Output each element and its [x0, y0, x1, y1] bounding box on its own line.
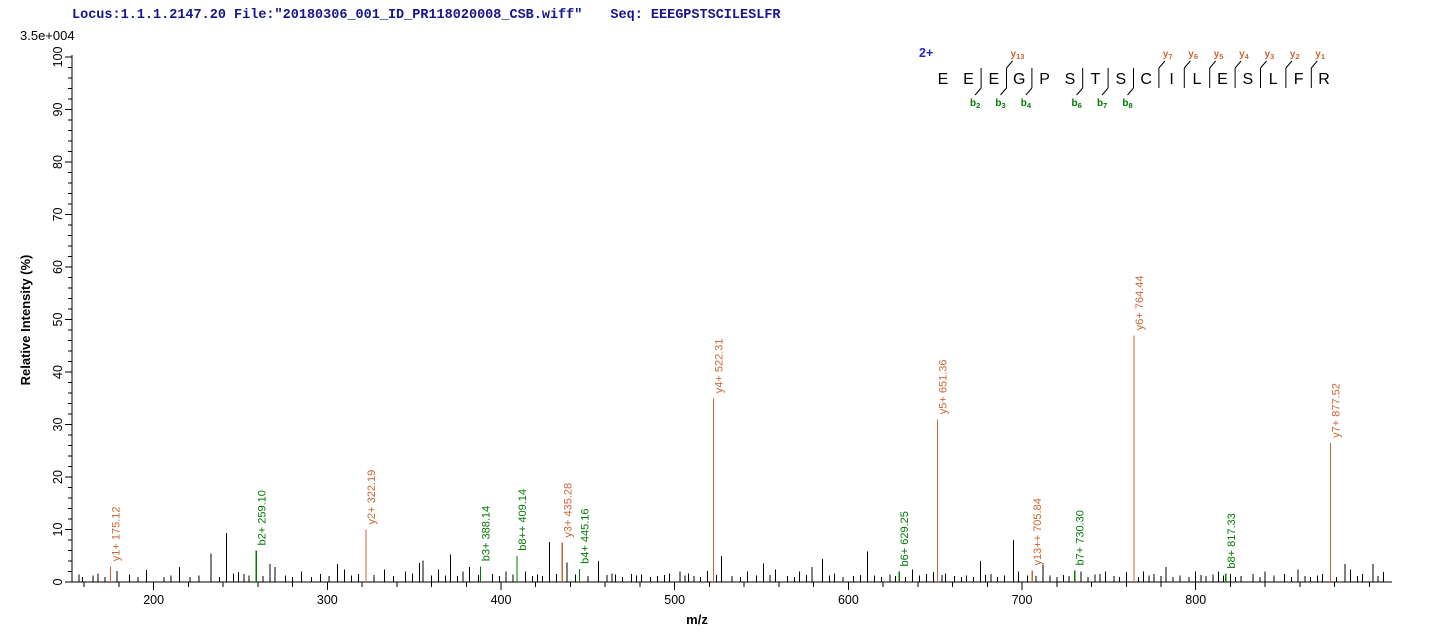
fragment-label-b6+: b6+ 629.25: [899, 511, 911, 566]
ion-tag-b2: b2: [970, 98, 980, 110]
fragment-label-b4+: b4+ 445.16: [579, 509, 591, 564]
header: Locus:1.1.1.2147.20 File:"20180306_001_I…: [72, 8, 781, 23]
fragment-label-b2+: b2+ 259.10: [256, 490, 268, 545]
fragment-label-y13++: y13++ 705.84: [1032, 498, 1044, 565]
cut-mark: [1006, 60, 1013, 69]
y-tick-label: 20: [51, 470, 65, 484]
cut-mark: [1076, 87, 1084, 96]
fragment-label-b8++: b8++ 409.14: [517, 489, 529, 551]
ion-tag-b4: b4: [1021, 98, 1032, 110]
residue-15-F: F: [1294, 71, 1304, 88]
x-tick-label: 800: [1185, 593, 1206, 607]
fragment-peaks: [109, 335, 1331, 582]
axes: 0 10 20 30 40 50 60 70 80 90 100 200 300 400 500 600 700…: [51, 47, 1392, 607]
residue-16-R: R: [1318, 71, 1330, 88]
y-tick-label: 100: [51, 47, 65, 68]
precursor-charge-label: 2+: [919, 46, 933, 60]
residue-13-S: S: [1242, 71, 1253, 88]
ion-tag-b8: b8: [1122, 98, 1132, 110]
residue-11-L: L: [1193, 71, 1202, 88]
cut-mark: [1183, 60, 1191, 69]
locus-file-text: Locus:1.1.1.2147.20 File:"20180306_001_I…: [72, 8, 583, 23]
ion-tag-y4: y4: [1239, 49, 1250, 61]
fragment-peak-labels: y1+ 175.12 b2+ 259.10 y2+ 322.19 b3+ 388.14…: [110, 276, 1342, 569]
ion-tag-y2: y2: [1290, 49, 1300, 61]
residue-2-E: E: [963, 71, 974, 88]
cut-mark: [1158, 60, 1166, 69]
fragment-label-y4+: y4+ 522.31: [713, 339, 725, 394]
noise-peaks: [78, 533, 1384, 582]
ion-tag-y3: y3: [1265, 49, 1275, 61]
cut-mark: [1310, 60, 1318, 69]
residue-3-E: E: [988, 71, 999, 88]
fragment-label-y1+: y1+ 175.12: [110, 507, 122, 562]
intensity-scale-label: 3.5e+004: [20, 28, 75, 43]
cut-mark: [1285, 60, 1293, 69]
ion-tag-y1: y1: [1315, 49, 1325, 61]
y-tick-label: 90: [51, 103, 65, 117]
residue-4-G: G: [1013, 71, 1025, 88]
x-axis-title: m/z: [686, 612, 708, 627]
ion-tag-y7: y7: [1163, 49, 1173, 61]
cut-mark: [1000, 87, 1007, 96]
y-tick-label: 70: [51, 208, 65, 222]
y-axis-title: Relative Intensity (%): [18, 255, 33, 386]
x-tick-label: 400: [491, 593, 512, 607]
cut-mark: [1209, 60, 1217, 69]
residue-1-E: E: [938, 71, 949, 88]
ion-tag-y13: y13: [1011, 49, 1025, 61]
cut-mark: [1127, 87, 1134, 96]
fragment-label-y5+: y5+ 651.36: [938, 360, 950, 415]
fragment-label-y6+: y6+ 764.44: [1134, 276, 1146, 331]
x-tick-label: 700: [1012, 593, 1033, 607]
x-tick-label: 300: [317, 593, 338, 607]
residue-8-S: S: [1115, 71, 1126, 88]
residue-5-P: P: [1039, 71, 1050, 88]
fragment-label-y3+: y3+ 435.28: [562, 483, 574, 538]
ion-tag-y6: y6: [1188, 49, 1198, 61]
cut-mark: [1260, 60, 1267, 69]
residue-6-S: S: [1065, 71, 1076, 88]
fragment-label-y7+: y7+ 877.52: [1330, 383, 1342, 438]
ion-tag-b7: b7: [1097, 98, 1107, 110]
ion-tag-b6: b6: [1072, 98, 1082, 110]
cut-mark: [1025, 87, 1033, 96]
y-tick-label: 60: [51, 260, 65, 274]
x-tick-label: 200: [143, 593, 164, 607]
fragment-label-b8+: b8+ 817.33: [1226, 513, 1238, 568]
y-tick-label: 80: [51, 155, 65, 169]
ion-tag-b3: b3: [995, 98, 1005, 110]
x-tick-label: 500: [664, 593, 685, 607]
cut-mark: [974, 87, 982, 96]
fragment-label-b3+: b3+ 388.14: [480, 506, 492, 561]
y-tick-label: 0: [51, 578, 65, 585]
x-tick-label: 600: [838, 593, 859, 607]
residue-7-T: T: [1091, 71, 1101, 88]
ion-tag-y5: y5: [1214, 49, 1224, 61]
residue-9-C: C: [1140, 71, 1152, 88]
cut-mark: [1234, 60, 1242, 69]
fragment-label-b7+: b7+ 730.30: [1075, 510, 1087, 565]
cut-mark: [1101, 87, 1109, 96]
residue-10-I: I: [1169, 71, 1173, 88]
fragment-label-y2+: y2+ 322.19: [366, 470, 378, 525]
sequence-header-text: Seq: EEEGPSTSCILESLFR: [610, 8, 781, 23]
y-tick-label: 50: [51, 313, 65, 327]
y-tick-label: 40: [51, 365, 65, 379]
residue-12-E: E: [1217, 71, 1228, 88]
y-tick-label: 30: [51, 418, 65, 432]
residue-14-L: L: [1269, 71, 1278, 88]
y-tick-label: 10: [51, 523, 65, 537]
